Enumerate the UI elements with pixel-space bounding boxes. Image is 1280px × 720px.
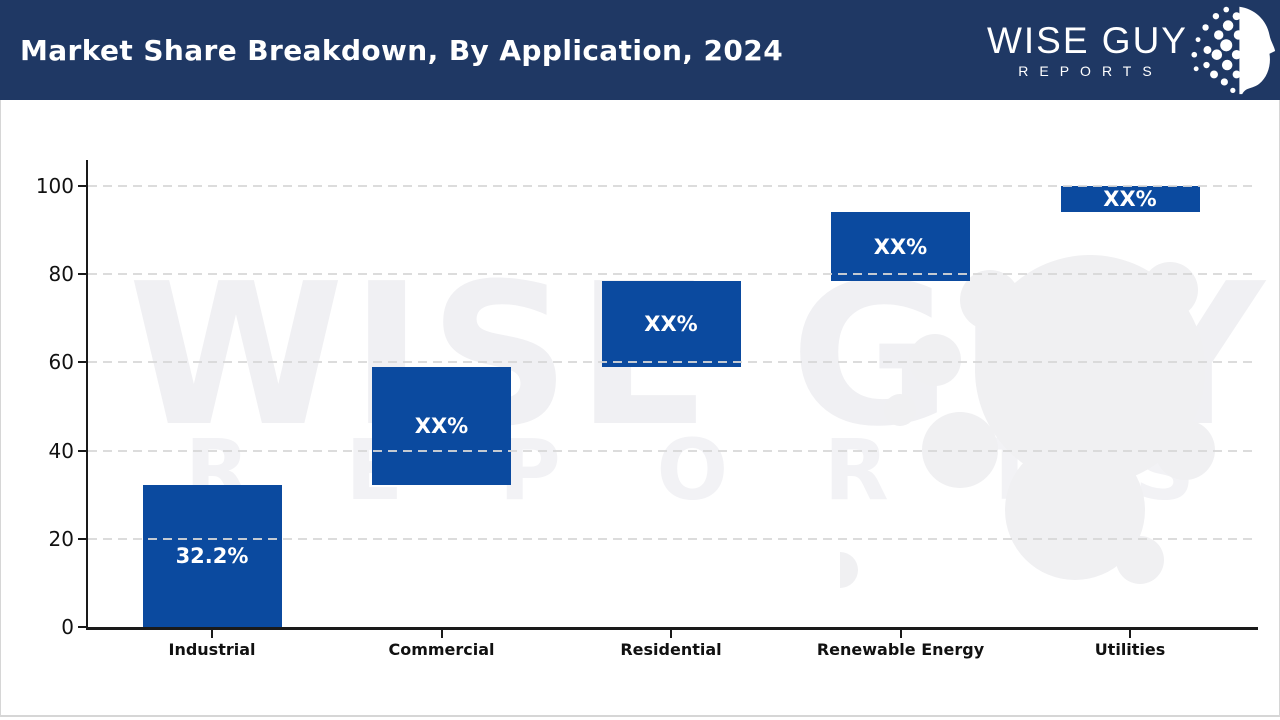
logo-subtitle: REPORTS xyxy=(1018,62,1163,79)
logo-wordmark: WISE GUY xyxy=(986,19,1188,61)
y-axis-tick-label: 60 xyxy=(48,350,74,375)
x-axis-line xyxy=(86,627,1258,630)
x-axis-tick xyxy=(670,630,672,638)
x-axis-tick xyxy=(1129,630,1131,638)
y-axis-line xyxy=(86,160,88,630)
wiseguy-logo: WISE GUY REPORTS xyxy=(987,0,1278,100)
category-label: Residential xyxy=(620,640,722,659)
gridline-40 xyxy=(88,449,1258,452)
bar-utilities: XX% xyxy=(1060,186,1200,213)
x-axis-tick xyxy=(440,630,443,638)
category-label: Commercial xyxy=(388,640,495,659)
bar-value-label: 32.2% xyxy=(175,543,249,568)
bar-renewable-energy: XX% xyxy=(831,212,970,282)
x-axis-tick xyxy=(899,630,902,638)
y-axis-tick xyxy=(78,273,86,276)
category-label: Renewable Energy xyxy=(816,640,985,659)
page-title: Market Share Breakdown, By Application, … xyxy=(20,33,784,67)
y-axis-tick-label: 40 xyxy=(48,438,74,463)
bar-value-label: XX% xyxy=(1103,187,1157,212)
y-axis-tick xyxy=(78,449,86,452)
y-axis-tick xyxy=(78,361,86,364)
x-axis-tick xyxy=(211,630,213,638)
y-axis-tick-label: 100 xyxy=(35,174,74,198)
y-axis-tick xyxy=(78,185,86,187)
bar-residential: XX% xyxy=(601,281,741,367)
gridline-60 xyxy=(88,361,1258,364)
gridline-20 xyxy=(88,537,1258,540)
header-bar: Market Share Breakdown, By Application, … xyxy=(0,0,1280,100)
bar-value-label: XX% xyxy=(873,234,928,259)
gridline-80 xyxy=(88,273,1258,276)
category-label: Utilities xyxy=(1094,640,1166,659)
bar-industrial: 32.2% xyxy=(142,484,282,627)
bar-commercial: XX% xyxy=(372,366,511,485)
y-axis-tick-label: 20 xyxy=(48,526,74,551)
y-axis-tick-label: 0 xyxy=(61,615,74,639)
gridline-100 xyxy=(88,185,1258,187)
y-axis-tick xyxy=(78,626,86,628)
logo-text: WISE GUY REPORTS xyxy=(987,22,1188,79)
bar-value-label: XX% xyxy=(644,312,698,337)
y-axis-tick-label: 80 xyxy=(48,262,74,287)
wiseguy-face-logo-icon xyxy=(1191,6,1276,95)
bar-value-label: XX% xyxy=(414,413,469,438)
y-axis-tick xyxy=(78,537,86,540)
category-label: Industrial xyxy=(168,640,256,659)
